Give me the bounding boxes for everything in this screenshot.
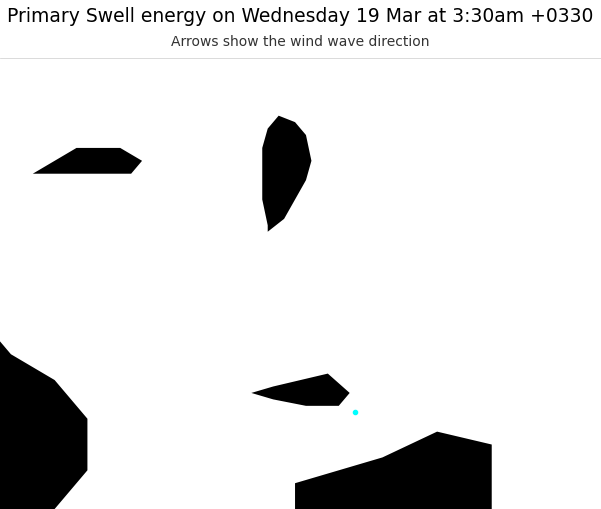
Polygon shape [295,432,492,509]
Polygon shape [0,342,87,509]
Text: Arrows show the wind wave direction: Arrows show the wind wave direction [171,35,430,49]
Polygon shape [251,374,350,406]
Text: Primary Swell energy on Wednesday 19 Mar at 3:30am +0330: Primary Swell energy on Wednesday 19 Mar… [7,7,594,26]
Polygon shape [262,117,311,232]
Polygon shape [33,149,142,175]
